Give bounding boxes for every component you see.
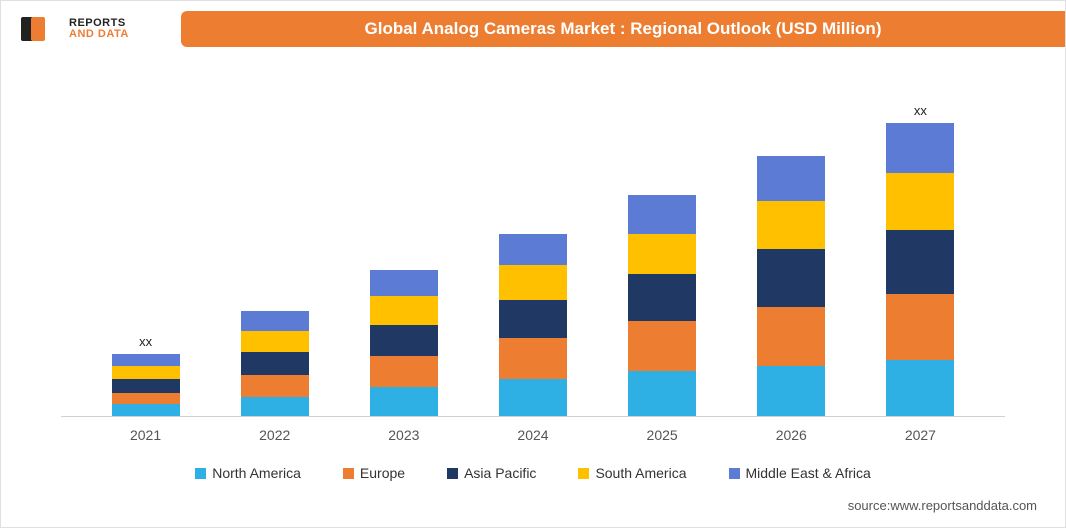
bar-stack xyxy=(112,354,180,416)
bar-segment xyxy=(241,352,309,375)
logo-mark-icon xyxy=(21,13,63,45)
bar-segment xyxy=(241,397,309,416)
bar-stack xyxy=(886,123,954,416)
x-axis-label: 2023 xyxy=(364,427,444,443)
chart-title: Global Analog Cameras Market : Regional … xyxy=(365,19,882,39)
chart-container: xx xx 2021 2022 2023 2024 2025 2026 2027 North … xyxy=(1,57,1065,491)
bar-annotation: xx xyxy=(914,103,927,118)
bar-segment xyxy=(112,379,180,393)
bar-stack xyxy=(241,311,309,416)
bar-segment xyxy=(886,123,954,173)
legend-item: South America xyxy=(578,465,686,481)
bar-segment xyxy=(628,274,696,321)
bar-segment xyxy=(886,294,954,360)
x-axis-label: 2022 xyxy=(235,427,315,443)
legend-item: Middle East & Africa xyxy=(729,465,871,481)
bar-segment xyxy=(370,387,438,416)
logo-text: REPORTS AND DATA xyxy=(69,18,129,40)
bar-segment xyxy=(628,195,696,234)
source-attribution: source:www.reportsanddata.com xyxy=(848,498,1037,513)
legend-swatch-icon xyxy=(578,468,589,479)
legend-label: North America xyxy=(212,465,301,481)
bar-segment xyxy=(112,404,180,416)
bar-segment xyxy=(499,234,567,265)
bar-segment xyxy=(370,325,438,356)
bar-segment xyxy=(112,393,180,405)
legend-label: Europe xyxy=(360,465,405,481)
bar-segment xyxy=(628,371,696,416)
bar-annotation: xx xyxy=(139,334,152,349)
bar-stack xyxy=(499,234,567,416)
bar-column: xx xyxy=(880,123,960,416)
bar-segment xyxy=(499,379,567,416)
bar-segment xyxy=(628,234,696,275)
bar-column xyxy=(622,195,702,416)
legend-swatch-icon xyxy=(343,468,354,479)
plot-area: xx xx xyxy=(61,87,1005,417)
bar-segment xyxy=(499,265,567,300)
legend-item: Asia Pacific xyxy=(447,465,536,481)
bar-segment xyxy=(112,354,180,366)
bar-segment xyxy=(499,300,567,339)
bar-stack xyxy=(370,270,438,416)
x-axis-label: 2024 xyxy=(493,427,573,443)
bar-segment xyxy=(112,366,180,380)
header: REPORTS AND DATA Global Analog Cameras M… xyxy=(1,1,1065,57)
legend-label: South America xyxy=(595,465,686,481)
legend-label: Middle East & Africa xyxy=(746,465,871,481)
legend-swatch-icon xyxy=(729,468,740,479)
legend-item: North America xyxy=(195,465,301,481)
bar-segment xyxy=(886,230,954,294)
bar-column: xx xyxy=(106,354,186,416)
legend-swatch-icon xyxy=(195,468,206,479)
legend-label: Asia Pacific xyxy=(464,465,536,481)
bar-segment xyxy=(628,321,696,371)
legend: North America Europe Asia Pacific South Ame… xyxy=(61,465,1005,481)
bar-segment xyxy=(886,173,954,229)
bar-segment xyxy=(370,270,438,295)
bar-column xyxy=(751,156,831,416)
bar-column xyxy=(493,234,573,416)
bar-segment xyxy=(757,201,825,250)
x-axis-label: 2025 xyxy=(622,427,702,443)
bar-segment xyxy=(241,375,309,396)
bar-segment xyxy=(241,331,309,352)
bar-segment xyxy=(757,156,825,201)
legend-item: Europe xyxy=(343,465,405,481)
bar-segment xyxy=(757,249,825,307)
chart-title-bar: Global Analog Cameras Market : Regional … xyxy=(181,11,1065,47)
bar-segment xyxy=(370,296,438,325)
legend-swatch-icon xyxy=(447,468,458,479)
bar-segment xyxy=(757,366,825,416)
logo-line2: AND DATA xyxy=(69,29,129,40)
bar-segment xyxy=(241,311,309,330)
x-axis-label: 2026 xyxy=(751,427,831,443)
bar-segment xyxy=(499,338,567,379)
logo: REPORTS AND DATA xyxy=(1,1,181,57)
bar-column xyxy=(235,311,315,416)
x-axis-label: 2027 xyxy=(880,427,960,443)
x-axis-label: 2021 xyxy=(106,427,186,443)
bar-segment xyxy=(370,356,438,387)
bar-segment xyxy=(886,360,954,416)
bar-column xyxy=(364,270,444,416)
bar-stack xyxy=(757,156,825,416)
x-axis: 2021 2022 2023 2024 2025 2026 2027 xyxy=(61,417,1005,443)
bar-stack xyxy=(628,195,696,416)
bar-segment xyxy=(757,307,825,365)
